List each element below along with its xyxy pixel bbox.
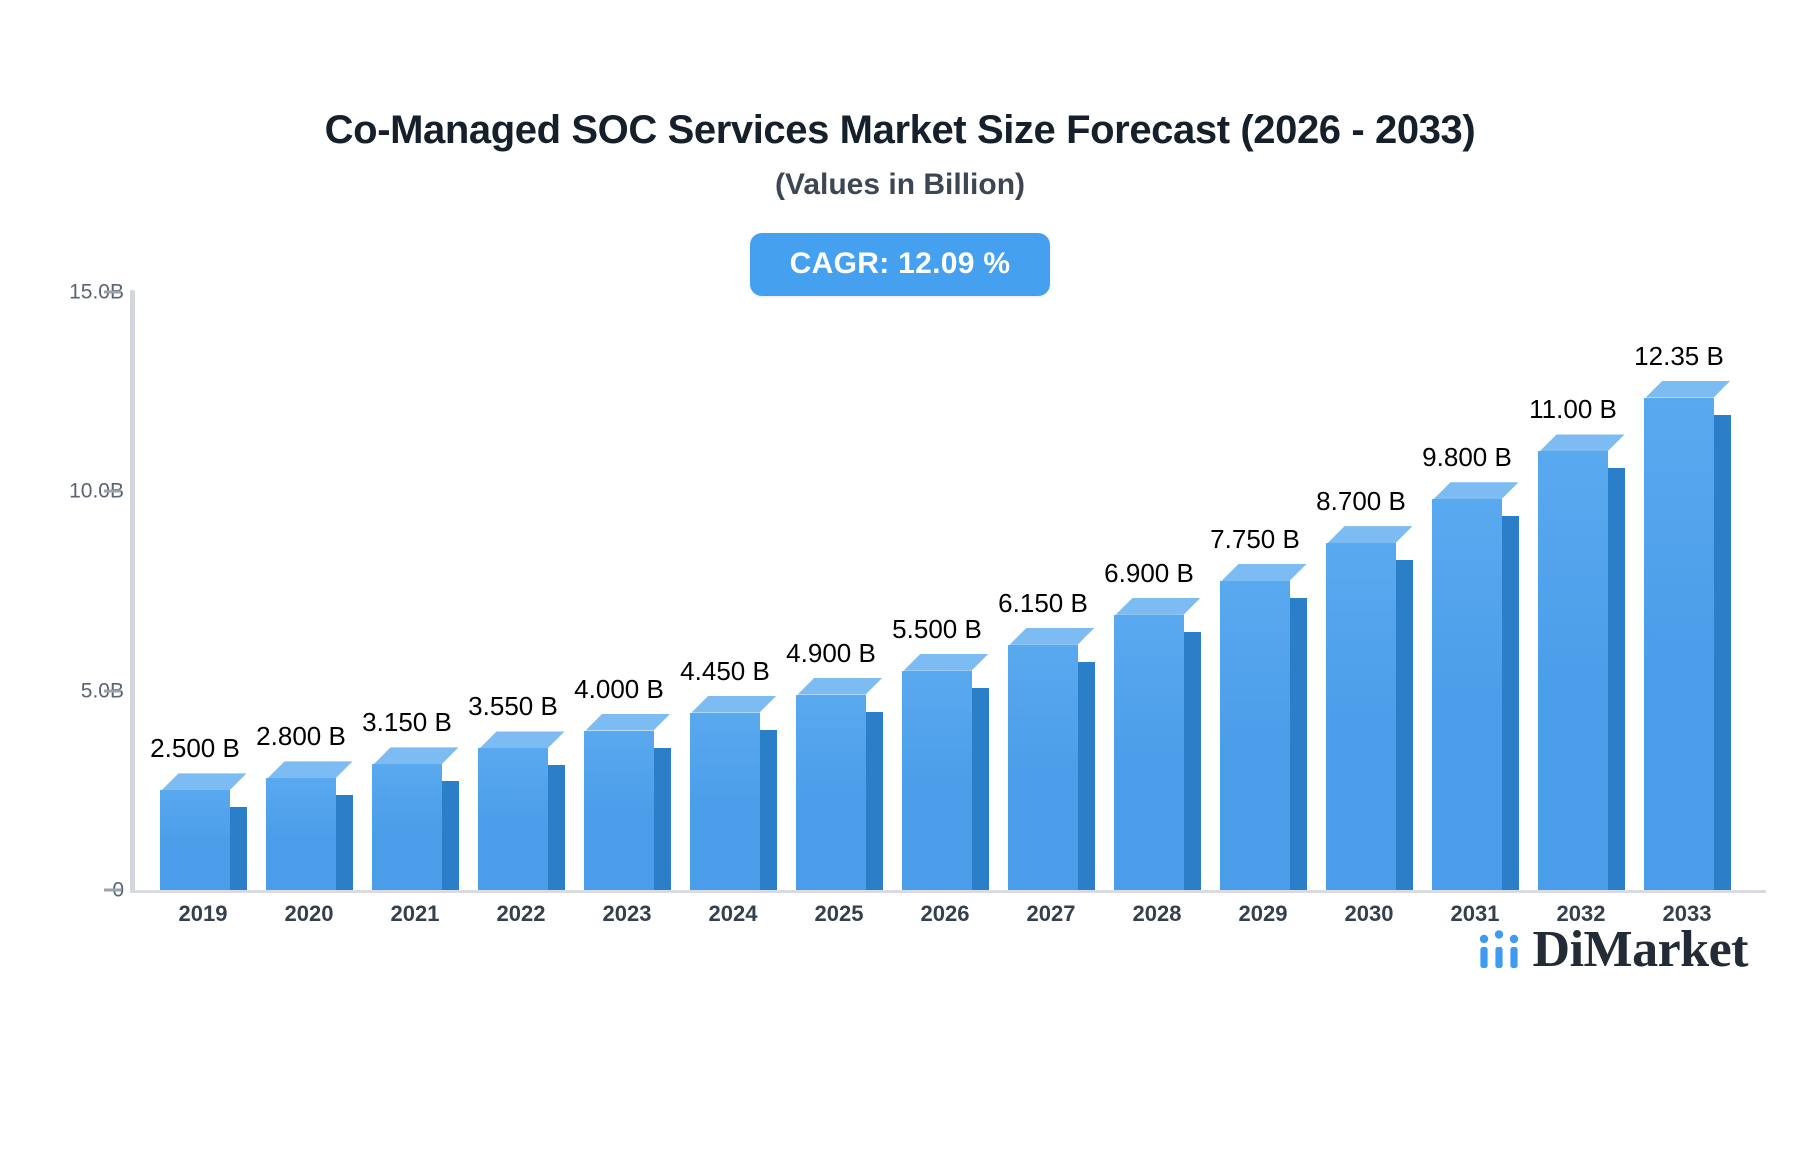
bar xyxy=(477,748,548,890)
bar xyxy=(1219,581,1290,890)
bar-value-label: 6.900 B xyxy=(1104,557,1194,588)
bar-value-label: 6.150 B xyxy=(998,587,1088,618)
bar-value-label: 4.000 B xyxy=(574,673,664,704)
bar xyxy=(901,670,972,890)
bar-top-face xyxy=(268,761,353,778)
y-axis-tick-mark xyxy=(104,290,121,294)
bar-top-face xyxy=(162,773,247,790)
bar-value-label: 8.700 B xyxy=(1316,486,1406,517)
bar-value-label: 7.750 B xyxy=(1210,524,1300,555)
x-axis-tick-label: 2027 xyxy=(1026,901,1076,926)
bar-side-face xyxy=(1607,468,1625,890)
y-axis-tick-mark xyxy=(104,689,121,693)
y-axis-tick-label: 5.0B xyxy=(80,679,124,703)
bar-value-label: 3.550 B xyxy=(468,691,558,722)
x-axis-tick-label: 2023 xyxy=(602,901,652,926)
bar xyxy=(1325,543,1396,890)
bar-top-face xyxy=(374,747,459,764)
x-axis-line xyxy=(130,890,1766,893)
x-axis-tick-label: 2028 xyxy=(1132,901,1182,926)
x-axis-tick-label: 2024 xyxy=(708,901,758,926)
bar-top-face xyxy=(1116,598,1201,615)
bar-top-face xyxy=(904,654,989,671)
y-axis-tick-mark xyxy=(104,489,121,493)
bar-side-face xyxy=(1289,598,1307,890)
bar-top-face xyxy=(798,678,883,695)
bar xyxy=(371,764,442,890)
bar-side-face xyxy=(759,729,777,890)
bar-top-face xyxy=(1540,434,1625,451)
bar xyxy=(583,730,654,890)
bar-side-face xyxy=(547,765,565,890)
bar-value-label: 9.800 B xyxy=(1422,442,1512,473)
bar-top-face xyxy=(1646,381,1731,398)
bar-top-face xyxy=(1222,564,1307,581)
bar xyxy=(1007,644,1078,890)
bar xyxy=(795,694,866,890)
bar-value-label: 11.00 B xyxy=(1529,394,1617,425)
bar xyxy=(1537,451,1608,890)
bar-top-face xyxy=(1010,628,1095,645)
bar-value-label: 12.35 B xyxy=(1634,340,1724,371)
chart-subtitle: (Values in Billion) xyxy=(774,168,1026,201)
bar-value-label: 4.900 B xyxy=(786,637,876,668)
bar-side-face xyxy=(971,687,989,890)
bar-side-face xyxy=(1183,631,1201,890)
y-axis-tick-mark xyxy=(104,888,121,892)
bar xyxy=(1643,397,1714,890)
bar-top-face xyxy=(692,696,777,713)
bar-side-face xyxy=(1713,414,1731,890)
bar xyxy=(265,778,336,890)
x-axis-tick-label: 2031 xyxy=(1450,901,1500,926)
bar-side-face xyxy=(229,807,247,890)
bar-side-face xyxy=(1501,516,1519,890)
bar-side-face xyxy=(1395,560,1413,890)
bar-top-face xyxy=(586,714,671,731)
brand-logo: DiMarket xyxy=(1477,921,1749,978)
y-axis-tick-label: 15.0B xyxy=(69,280,124,304)
bar xyxy=(1431,499,1502,890)
x-axis-tick-label: 2032 xyxy=(1556,901,1606,926)
bar-value-label: 2.500 B xyxy=(150,733,240,764)
page-title: Co-Managed SOC Services Market Size Fore… xyxy=(324,108,1476,152)
bar xyxy=(159,790,230,890)
bar-value-label: 5.500 B xyxy=(892,613,982,644)
bar-value-label: 2.800 B xyxy=(256,721,346,752)
x-axis-tick-label: 2022 xyxy=(496,901,546,926)
cagr-badge: CAGR: 12.09 % xyxy=(749,233,1051,296)
bar-side-face xyxy=(1077,661,1095,890)
bar-top-face xyxy=(480,731,565,748)
dimarket-logo-icon xyxy=(1479,930,1518,968)
x-axis-tick-label: 2030 xyxy=(1344,901,1394,926)
bar-side-face xyxy=(335,795,353,890)
x-axis-tick-label: 2020 xyxy=(284,901,334,926)
x-axis-tick-label: 2026 xyxy=(920,901,970,926)
x-axis-tick-label: 2025 xyxy=(814,901,864,926)
chart-header: Co-Managed SOC Services Market Size Fore… xyxy=(0,0,1800,296)
bar-top-face xyxy=(1328,526,1413,543)
x-axis-tick-label: 2029 xyxy=(1238,901,1288,926)
bar xyxy=(689,712,760,890)
logo-text: DiMarket xyxy=(1532,921,1749,978)
bar-value-label: 4.450 B xyxy=(680,655,770,686)
bar-top-face xyxy=(1434,482,1519,499)
x-axis-tick-label: 2021 xyxy=(390,901,440,926)
x-axis-tick-label: 2033 xyxy=(1662,901,1712,926)
bar-side-face xyxy=(653,747,671,890)
bar-side-face xyxy=(865,711,883,890)
bar-side-face xyxy=(441,781,459,890)
x-axis-tick-label: 2019 xyxy=(178,901,228,926)
bar-value-label: 3.150 B xyxy=(362,707,452,738)
y-axis-tick-label: 10.0B xyxy=(69,479,124,503)
bar xyxy=(1113,614,1184,890)
y-axis-line xyxy=(130,290,135,893)
